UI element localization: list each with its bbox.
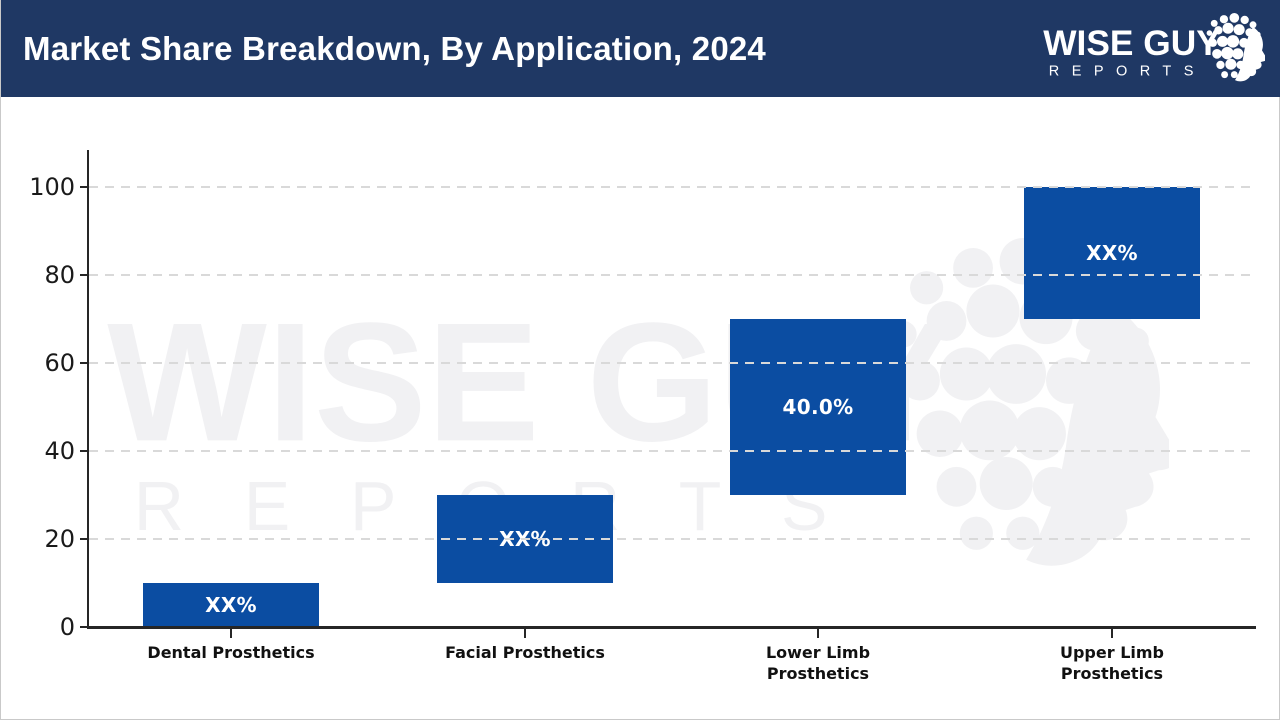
x-category-label: Dental Prosthetics xyxy=(147,643,315,662)
x-category-label: Upper Limb Prosthetics xyxy=(1059,643,1164,683)
y-tick-40 xyxy=(80,450,89,452)
x-tick-0 xyxy=(230,629,232,638)
y-tick-0 xyxy=(80,626,89,628)
gridline-100 xyxy=(89,186,1256,188)
y-tick-label-60: 60 xyxy=(44,349,75,377)
bar-value-label: 40.0% xyxy=(782,395,854,419)
logo-reports-label: REPORTS xyxy=(1049,63,1206,79)
x-category-label: Facial Prosthetics xyxy=(445,643,605,662)
x-tick-2 xyxy=(817,629,819,638)
y-tick-label-80: 80 xyxy=(44,261,75,289)
chart-title: Market Share Breakdown, By Application, … xyxy=(23,29,766,67)
y-tick-100 xyxy=(80,186,89,188)
y-tick-label-40: 40 xyxy=(44,437,75,465)
gridline-20 xyxy=(89,538,1256,540)
y-axis-spine xyxy=(87,150,89,629)
y-tick-label-0: 0 xyxy=(59,613,75,641)
dotted-face-icon xyxy=(1206,12,1265,81)
gridline-80 xyxy=(89,274,1256,276)
wiseguy-logo: WISE GUY REPORTS xyxy=(1043,12,1265,81)
y-tick-80 xyxy=(80,274,89,276)
x-axis-spine xyxy=(87,626,1256,629)
y-tick-label-100: 100 xyxy=(29,173,75,201)
header: Market Share Breakdown, By Application, … xyxy=(1,0,1280,97)
plot-area: 0 20 40 60 80 100 XX% Dental Prosthetics XX% Faci… xyxy=(1,97,1280,720)
gridline-40 xyxy=(89,450,1256,452)
y-tick-60 xyxy=(80,362,89,364)
x-category-label: Lower Limb Prosthetics xyxy=(765,643,871,683)
bar-value-label: XX% xyxy=(205,593,257,617)
x-tick-3 xyxy=(1111,629,1113,638)
gridline-60 xyxy=(89,362,1256,364)
bar-value-label: XX% xyxy=(1086,241,1138,265)
bar-segment: XX% xyxy=(1024,187,1200,319)
logo-wordmark: WISE GUY xyxy=(1043,24,1220,63)
bar-segment: XX% xyxy=(143,583,319,627)
y-tick-20 xyxy=(80,538,89,540)
bar-segment: 40.0% xyxy=(730,319,906,495)
x-tick-1 xyxy=(524,629,526,638)
y-tick-label-20: 20 xyxy=(44,525,75,553)
